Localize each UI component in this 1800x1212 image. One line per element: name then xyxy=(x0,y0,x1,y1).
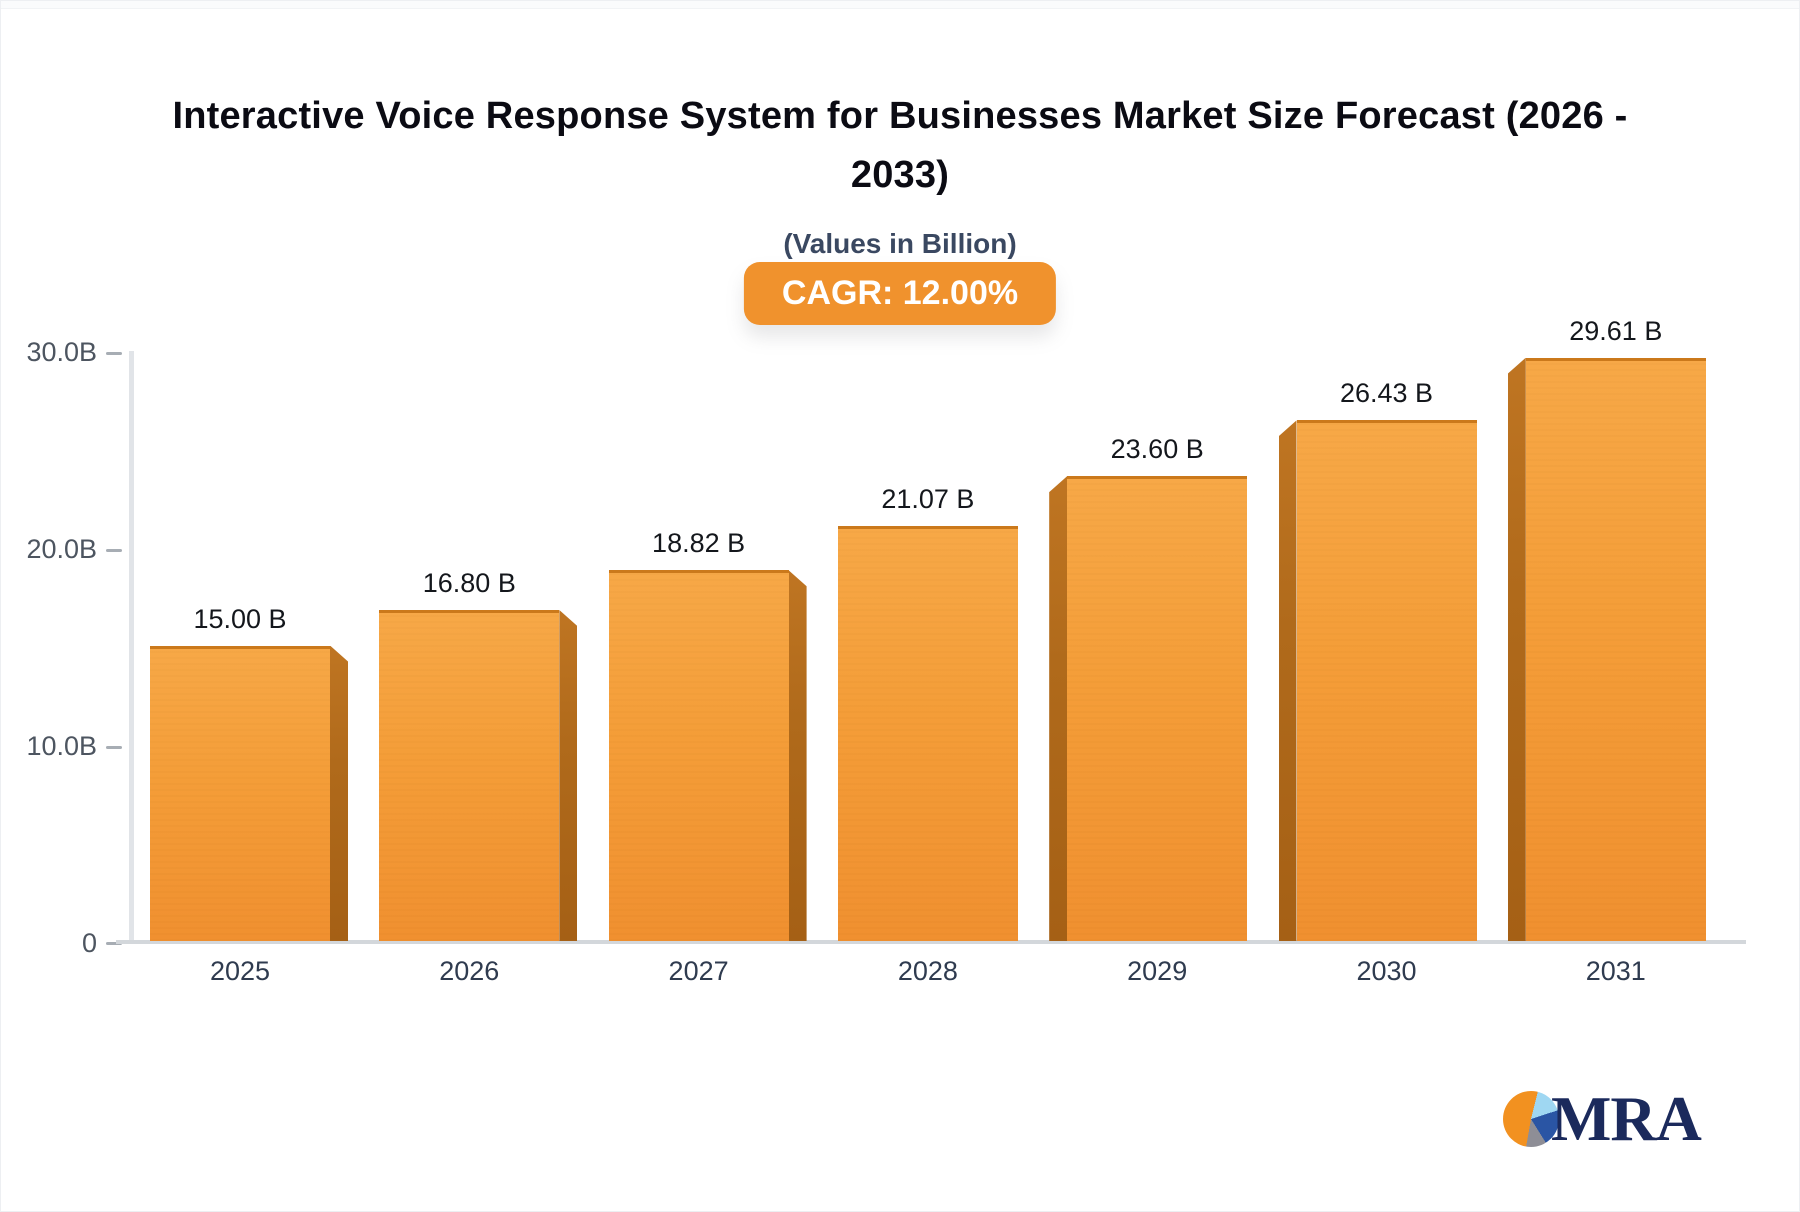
chart-title: Interactive Voice Response System for Bu… xyxy=(150,87,1650,205)
bar-2025[interactable] xyxy=(150,645,330,941)
y-axis-line xyxy=(129,351,134,944)
logo-text: MRA xyxy=(1551,1083,1702,1154)
y-axis-label-30: 30.0B xyxy=(26,337,97,367)
y-axis-label-20: 20.0B xyxy=(26,534,97,564)
y-axis-tick xyxy=(106,942,122,945)
bar-side-face xyxy=(1278,420,1297,941)
y-axis-tick xyxy=(106,352,122,355)
bar-side-face xyxy=(1507,357,1526,941)
bar-2027[interactable] xyxy=(608,570,789,941)
y-axis-tick xyxy=(106,746,122,749)
x-axis-label-2026: 2026 xyxy=(439,956,500,986)
y-axis-label-0: 0 xyxy=(81,928,97,958)
bar-value-label: 29.61 B xyxy=(1569,315,1663,346)
x-axis-label-2025: 2025 xyxy=(209,956,271,986)
x-axis-label-2031: 2031 xyxy=(1585,956,1646,986)
bar-2031[interactable] xyxy=(1525,357,1706,941)
top-strip xyxy=(1,1,1799,9)
bar-side-face xyxy=(1049,476,1068,941)
y-axis-label-10: 10.0B xyxy=(26,731,97,761)
bar-side-face xyxy=(788,570,807,941)
brand-logo: MRA xyxy=(1503,1083,1702,1154)
bar-2030[interactable] xyxy=(1296,420,1477,941)
pie-chart-icon xyxy=(1503,1091,1559,1147)
bar-value-label: 26.43 B xyxy=(1339,378,1434,409)
x-axis-label-2028: 2028 xyxy=(897,956,958,986)
bar-value-label: 16.80 B xyxy=(422,568,516,599)
chart-title-line2: 2033) xyxy=(850,153,950,196)
bar-value-label: 18.82 B xyxy=(652,528,746,559)
bar-value-label: 23.60 B xyxy=(1110,434,1204,465)
y-axis-tick xyxy=(106,549,122,552)
x-axis-label-2027: 2027 xyxy=(668,956,729,986)
bar-side-face xyxy=(559,610,578,941)
bar-2028[interactable] xyxy=(837,525,1018,941)
bar-2026[interactable] xyxy=(379,610,560,941)
bar-value-label: 15.00 B xyxy=(193,603,287,634)
x-axis-label-2030: 2030 xyxy=(1356,956,1417,986)
x-axis-line xyxy=(116,940,1746,944)
x-axis-label-2029: 2029 xyxy=(1127,956,1188,986)
chart-title-line1: Interactive Voice Response System for Bu… xyxy=(172,95,1628,137)
chart-subtitle: (Values in Billion) xyxy=(783,228,1017,259)
bar-value-label: 21.07 B xyxy=(881,483,975,514)
bar-side-face xyxy=(330,645,348,941)
cagr-badge: CAGR: 12.00% xyxy=(743,262,1057,325)
bar-2029[interactable] xyxy=(1067,476,1248,941)
